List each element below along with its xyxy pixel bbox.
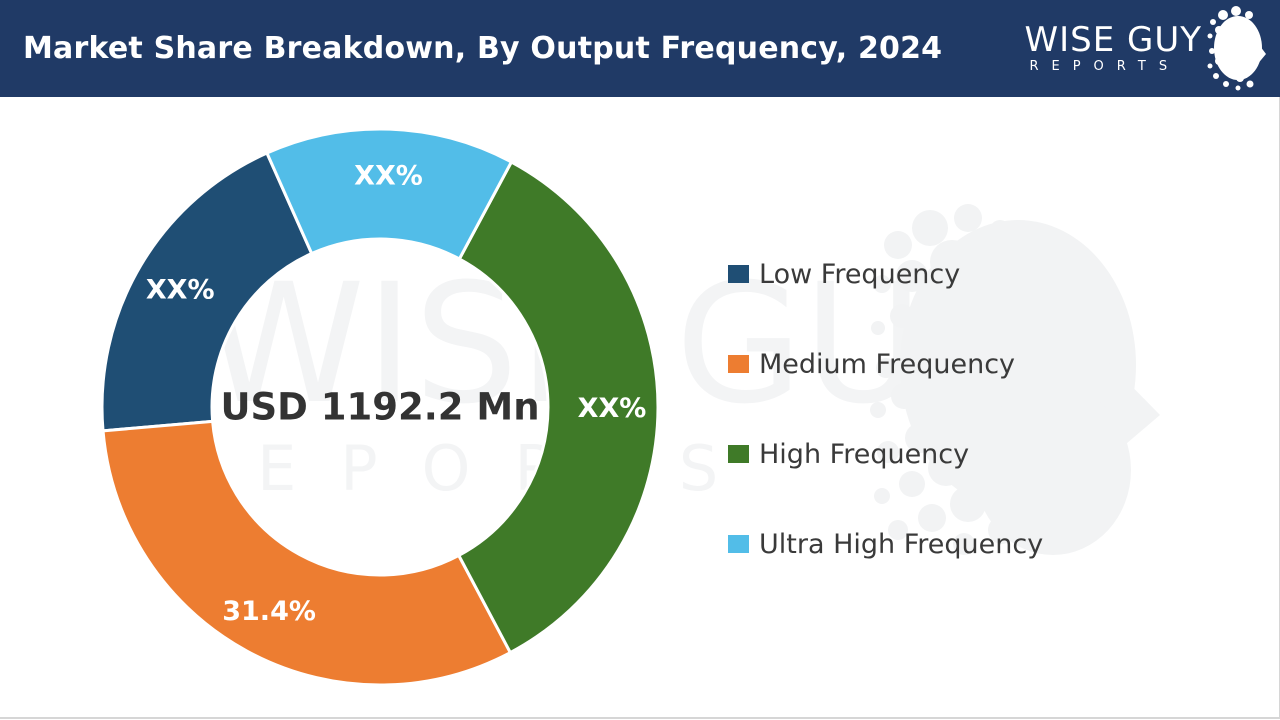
segment-value-label: XX% <box>578 393 647 424</box>
page-title: Market Share Breakdown, By Output Freque… <box>23 31 943 66</box>
brand-head-icon <box>1207 5 1266 90</box>
legend-item-low-frequency: Low Frequency <box>728 258 1043 290</box>
donut-segment-high-frequency <box>457 160 660 655</box>
chart-legend: Low Frequency Medium Frequency High Freq… <box>728 258 1043 618</box>
legend-item-ultra-high-frequency: Ultra High Frequency <box>728 528 1043 560</box>
brand-name: WISE GUY <box>1024 20 1202 61</box>
brand-logo: WISE GUY REPORTS <box>1024 5 1266 92</box>
donut-segment-ultra-high-frequency <box>265 127 513 261</box>
donut-chart: XX% 31.4% XX% XX% <box>20 107 740 707</box>
brand-logo-text: WISE GUY REPORTS <box>1024 20 1202 74</box>
segment-value-label: XX% <box>146 275 215 306</box>
legend-item-medium-frequency: Medium Frequency <box>728 348 1043 380</box>
segment-value-label: 31.4% <box>222 596 316 627</box>
legend-label: Medium Frequency <box>759 348 1016 380</box>
watermark-head-graphic <box>870 204 1160 555</box>
legend-label: High Frequency <box>759 438 970 470</box>
legend-label: Ultra High Frequency <box>759 528 1044 560</box>
chart-center-value: USD 1192.2 Mn <box>220 385 540 429</box>
legend-swatch-ultra-high-frequency <box>728 535 749 553</box>
legend-swatch-low-frequency <box>728 265 749 283</box>
segment-value-label: XX% <box>354 161 423 192</box>
donut-segment-medium-frequency <box>101 419 512 687</box>
legend-item-high-frequency: High Frequency <box>728 438 1043 470</box>
donut-chart-svg: XX% 31.4% XX% XX% <box>100 127 660 687</box>
brand-subtitle: REPORTS <box>1029 58 1181 74</box>
legend-label: Low Frequency <box>759 258 961 290</box>
legend-swatch-high-frequency <box>728 445 749 463</box>
header-bar: Market Share Breakdown, By Output Freque… <box>0 0 1280 97</box>
legend-swatch-medium-frequency <box>728 355 749 373</box>
donut-segment-low-frequency <box>100 151 314 433</box>
page-bottom-border <box>0 717 1280 719</box>
